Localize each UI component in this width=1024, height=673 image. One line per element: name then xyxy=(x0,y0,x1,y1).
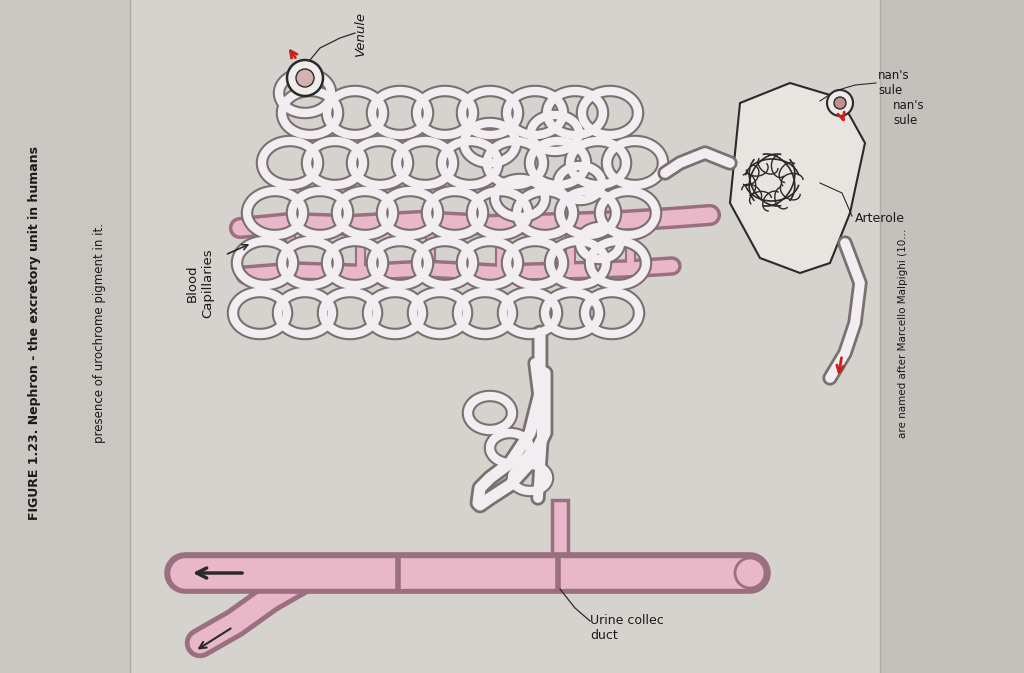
Text: nan's
sule: nan's sule xyxy=(893,99,925,127)
Bar xyxy=(0,0,130,673)
Text: FIGURE 1.23. Nephron - the excretory unit in humans: FIGURE 1.23. Nephron - the excretory uni… xyxy=(29,146,42,520)
Bar xyxy=(880,0,1024,673)
Circle shape xyxy=(287,60,323,96)
Text: presence of urochrome pigment in it.: presence of urochrome pigment in it. xyxy=(93,223,106,443)
Text: are named after Marcello Malpighi (10...: are named after Marcello Malpighi (10... xyxy=(898,228,908,437)
Circle shape xyxy=(735,558,765,588)
Text: Arterole: Arterole xyxy=(855,211,905,225)
Circle shape xyxy=(296,69,314,87)
Polygon shape xyxy=(730,83,865,273)
Text: Blood
Capillaries: Blood Capillaries xyxy=(186,248,214,318)
Bar xyxy=(130,0,880,673)
Text: Urine collec
duct: Urine collec duct xyxy=(590,614,664,642)
Circle shape xyxy=(827,90,853,116)
Text: Venule: Venule xyxy=(353,11,367,55)
Text: nan's
sule: nan's sule xyxy=(878,69,909,97)
Circle shape xyxy=(834,97,846,109)
